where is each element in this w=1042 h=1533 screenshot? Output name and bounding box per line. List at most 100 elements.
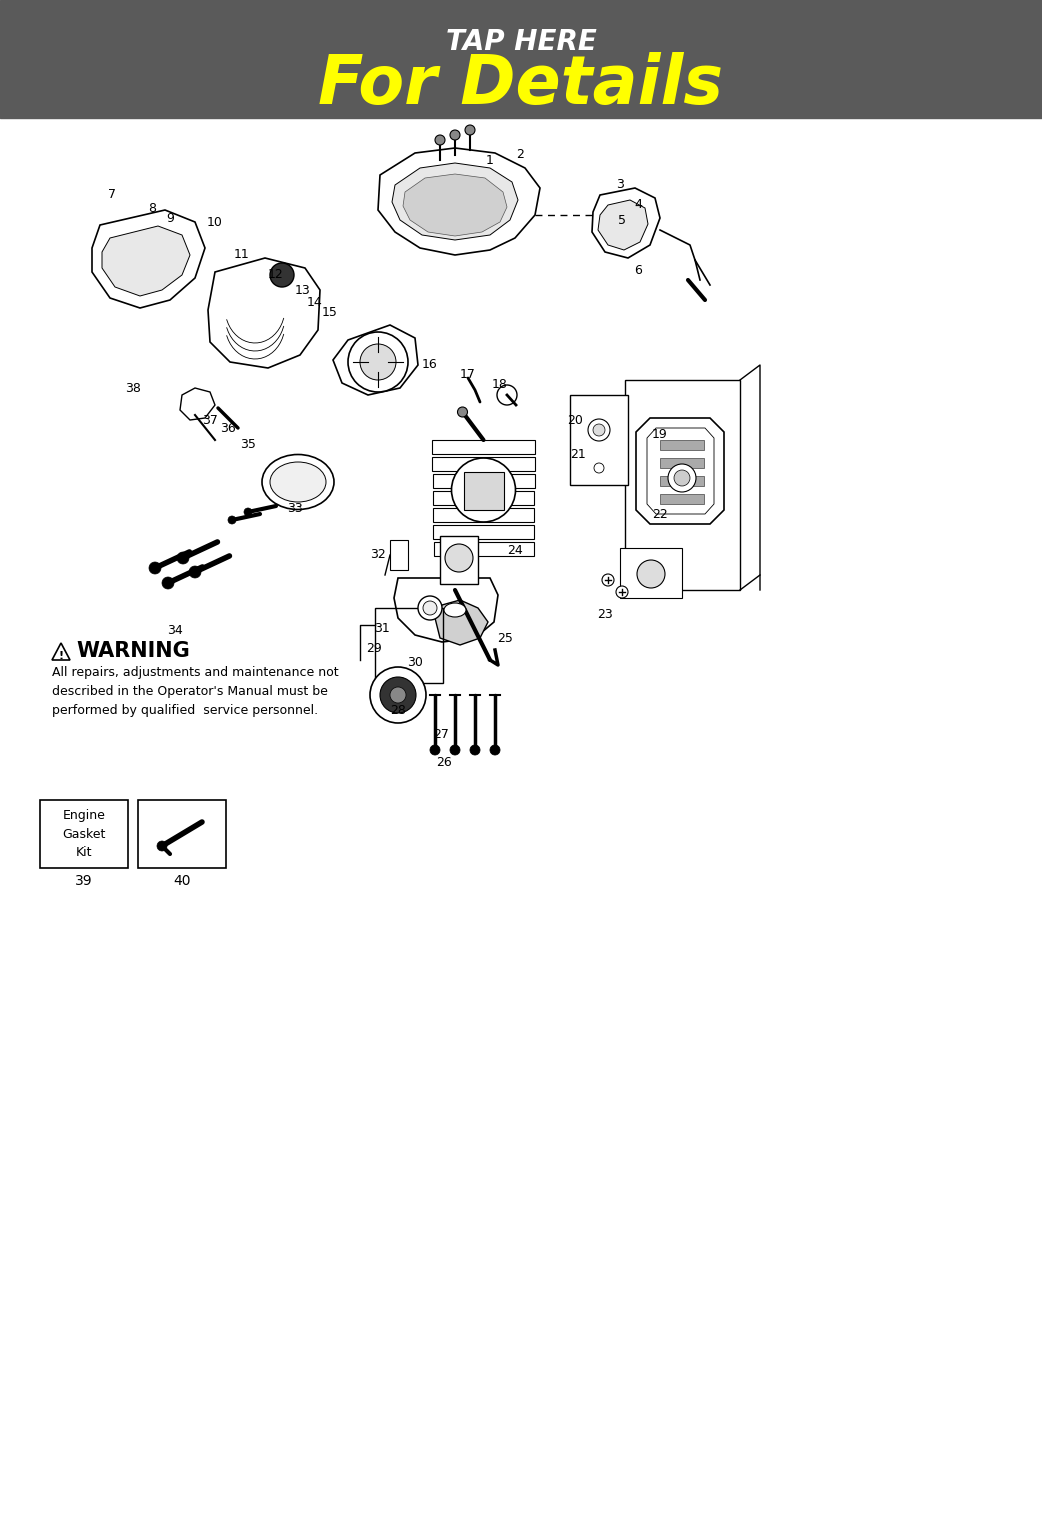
Text: 3: 3 (616, 178, 624, 192)
Circle shape (637, 560, 665, 589)
Text: 40: 40 (173, 874, 191, 888)
Text: 25: 25 (497, 632, 513, 644)
Bar (440, 537, 478, 584)
Bar (620, 547, 683, 598)
Text: 35: 35 (240, 438, 256, 452)
Circle shape (450, 745, 460, 754)
Polygon shape (403, 175, 507, 236)
Text: 19: 19 (652, 429, 668, 442)
Circle shape (465, 126, 475, 135)
Text: 2: 2 (516, 149, 524, 161)
Circle shape (359, 343, 396, 380)
Bar (660, 494, 704, 504)
Bar (0, 0, 1042, 118)
Circle shape (490, 745, 500, 754)
Circle shape (450, 130, 460, 140)
Text: 37: 37 (202, 414, 218, 426)
Circle shape (457, 406, 468, 417)
Circle shape (380, 678, 416, 713)
Bar (433, 507, 534, 523)
Circle shape (616, 586, 628, 598)
Circle shape (602, 573, 614, 586)
Polygon shape (208, 258, 320, 368)
Circle shape (674, 471, 690, 486)
Text: 13: 13 (295, 284, 311, 296)
Polygon shape (392, 162, 518, 241)
Circle shape (593, 425, 605, 435)
Polygon shape (435, 599, 488, 645)
Polygon shape (52, 642, 70, 661)
Text: TAP HERE: TAP HERE (446, 28, 596, 57)
Text: 9: 9 (166, 212, 174, 224)
Circle shape (162, 576, 174, 589)
Bar (660, 458, 704, 468)
Text: 36: 36 (220, 422, 235, 434)
Text: 20: 20 (567, 414, 582, 426)
Text: !: ! (58, 652, 64, 661)
Text: 22: 22 (652, 509, 668, 521)
Text: For Details: For Details (319, 52, 723, 118)
Ellipse shape (270, 461, 326, 501)
Text: 29: 29 (366, 641, 381, 655)
Text: 31: 31 (374, 621, 390, 635)
Text: 24: 24 (507, 544, 523, 556)
Polygon shape (598, 199, 648, 250)
Circle shape (451, 458, 516, 523)
Circle shape (270, 264, 294, 287)
Ellipse shape (262, 454, 334, 509)
Bar (432, 474, 535, 487)
Ellipse shape (444, 602, 466, 616)
Text: 8: 8 (148, 201, 156, 215)
Bar (138, 800, 226, 868)
Text: 16: 16 (422, 359, 438, 371)
Circle shape (244, 507, 252, 517)
Text: 4: 4 (635, 198, 642, 212)
Text: 15: 15 (322, 305, 338, 319)
Text: 21: 21 (570, 449, 586, 461)
Polygon shape (378, 149, 540, 254)
Circle shape (157, 842, 167, 851)
Circle shape (594, 463, 604, 474)
Text: 5: 5 (618, 213, 626, 227)
Polygon shape (102, 225, 190, 296)
Text: 34: 34 (167, 624, 183, 636)
Polygon shape (180, 388, 215, 420)
Polygon shape (647, 428, 714, 514)
Text: 23: 23 (597, 609, 613, 621)
Circle shape (228, 517, 235, 524)
Text: 7: 7 (108, 189, 116, 201)
Text: 1: 1 (486, 153, 494, 167)
Bar (625, 380, 740, 590)
Text: 6: 6 (635, 264, 642, 276)
Circle shape (445, 544, 473, 572)
Text: 39: 39 (75, 874, 93, 888)
Text: 33: 33 (288, 501, 303, 515)
Text: 38: 38 (125, 382, 141, 394)
Text: All repairs, adjustments and maintenance not
described in the Operator's Manual : All repairs, adjustments and maintenance… (52, 665, 339, 717)
Bar (432, 440, 535, 454)
Polygon shape (92, 210, 205, 308)
Text: Engine
Gasket
Kit: Engine Gasket Kit (63, 809, 105, 858)
Circle shape (423, 601, 437, 615)
Circle shape (470, 745, 480, 754)
Text: 26: 26 (437, 756, 452, 768)
Bar (432, 491, 535, 504)
Text: 28: 28 (390, 704, 406, 716)
Bar (464, 472, 503, 510)
Circle shape (430, 745, 440, 754)
Text: 32: 32 (370, 549, 386, 561)
Bar (570, 396, 628, 484)
Text: 14: 14 (307, 296, 323, 308)
Bar (375, 609, 443, 684)
Circle shape (497, 385, 517, 405)
Circle shape (177, 552, 189, 564)
Bar (433, 543, 534, 556)
Text: 12: 12 (268, 268, 283, 282)
Text: 17: 17 (461, 368, 476, 382)
Bar (433, 524, 534, 540)
Polygon shape (636, 419, 724, 524)
Text: WARNING: WARNING (76, 641, 190, 661)
Polygon shape (333, 325, 418, 396)
Circle shape (370, 667, 426, 724)
Text: 11: 11 (234, 248, 250, 262)
